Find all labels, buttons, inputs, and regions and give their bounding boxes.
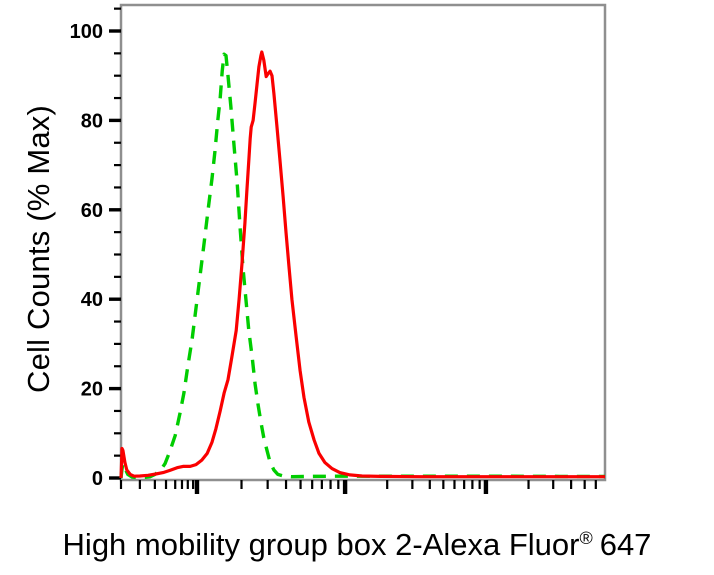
x-axis-ticks (119, 480, 597, 494)
histogram-curves (119, 50, 605, 480)
red-solid-curve (119, 50, 605, 479)
y-axis-title-text: Cell Counts (% Max) (21, 104, 56, 394)
y-tick-label: 80 (81, 110, 103, 132)
plot-frame-rect (119, 3, 607, 482)
y-axis-ticks (109, 7, 121, 480)
x-axis-title: High mobility group box 2-Alexa Fluor® 64… (0, 527, 714, 563)
y-tick-label: 20 (81, 379, 103, 401)
y-tick-label: 100 (70, 21, 103, 43)
y-tick-label: 40 (81, 289, 103, 311)
y-axis-title: Cell Counts (% Max) (21, 105, 57, 393)
registered-trademark-symbol: ® (579, 527, 593, 548)
green-dashed-curve (119, 52, 605, 480)
x-axis-title-suffix: 647 (599, 527, 652, 562)
x-axis-title-text: High mobility group box 2-Alexa Fluor (62, 527, 580, 562)
y-axis-tick-labels: 0 20 40 60 80 100 (70, 21, 103, 490)
y-tick-label: 0 (92, 468, 103, 490)
y-tick-label: 60 (81, 200, 103, 222)
plot-frame (119, 3, 607, 482)
